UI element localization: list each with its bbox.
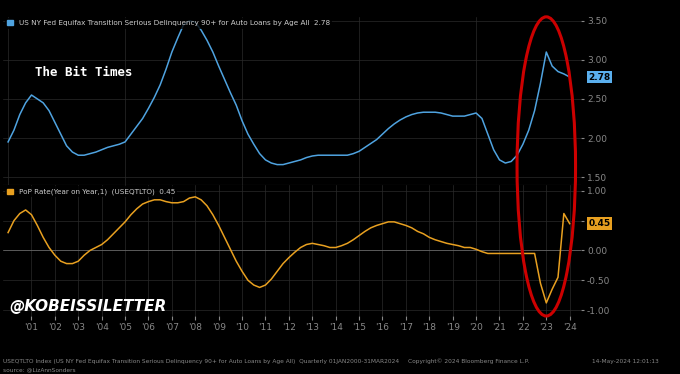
Text: Copyright© 2024 Bloomberg Finance L.P.: Copyright© 2024 Bloomberg Finance L.P. bbox=[408, 358, 529, 364]
Legend: PoP Rate(Year on Year,1)  (USEQTLTO)  0.45: PoP Rate(Year on Year,1) (USEQTLTO) 0.45 bbox=[5, 186, 177, 197]
Text: source: @LizAnnSonders: source: @LizAnnSonders bbox=[3, 367, 76, 372]
Legend: US NY Fed Equifax Transition Serious Delinquency 90+ for Auto Loans by Age All  : US NY Fed Equifax Transition Serious Del… bbox=[5, 18, 332, 29]
Text: 14-May-2024 12:01:13: 14-May-2024 12:01:13 bbox=[592, 359, 658, 364]
Text: 2.78: 2.78 bbox=[588, 73, 611, 82]
Text: The Bit Times: The Bit Times bbox=[35, 66, 133, 79]
Text: 0.45: 0.45 bbox=[588, 219, 611, 228]
Text: USEQTLTO Index (US NY Fed Equifax Transition Serious Delinquency 90+ for Auto Lo: USEQTLTO Index (US NY Fed Equifax Transi… bbox=[3, 359, 400, 364]
Text: @KOBEISSILETTER: @KOBEISSILETTER bbox=[10, 299, 167, 314]
